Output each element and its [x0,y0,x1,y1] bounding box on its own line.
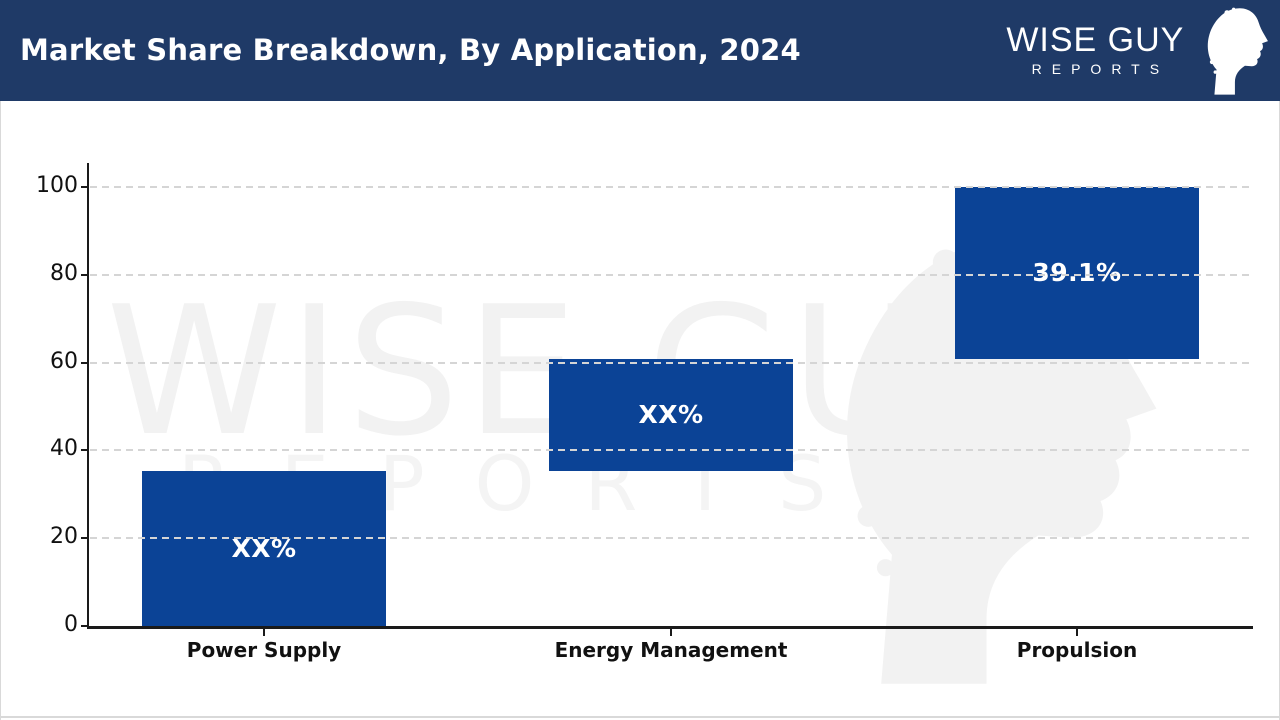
gridline [90,361,1253,364]
x-axis-line [87,626,1253,629]
bottom-border [0,716,1280,718]
y-axis-tick-label: 80 [50,260,78,286]
header-bar: Market Share Breakdown, By Application, … [0,0,1280,101]
category-label: Propulsion [1016,638,1138,662]
gridline [90,537,1253,540]
logo-face-icon [1186,6,1270,98]
x-axis-tick [670,628,672,636]
y-axis-tick-label: 60 [50,348,78,374]
y-axis-tick [81,449,88,452]
wise-guy-reports-logo: WISE GUY REPORTS [1006,0,1270,101]
y-axis-tick [81,625,88,627]
bar-value-label: 39.1% [1032,258,1122,288]
y-axis-tick-label: 100 [36,173,78,198]
gridline [90,449,1253,452]
gridline [90,186,1253,188]
x-axis-tick [263,628,265,636]
category-label: Power Supply [186,638,342,662]
y-axis-tick [81,537,88,540]
bar-segment-3: 39.1% [955,187,1199,359]
y-axis-tick-label: 20 [50,524,78,550]
logo-text: WISE GUY REPORTS [1006,21,1184,77]
bar-value-label: XX% [231,533,297,563]
y-axis-tick-label: 40 [50,436,78,462]
y-axis-line [87,163,89,628]
x-axis-tick [1076,628,1078,636]
y-axis-tick [81,273,88,276]
y-axis-tick [81,186,88,188]
bar-segment-2: XX% [549,358,793,471]
chart-title: Market Share Breakdown, By Application, … [20,33,801,67]
bar-value-label: XX% [638,400,704,430]
y-axis-tick-label: 0 [64,612,78,637]
left-border [0,101,1,720]
logo-wordmark: WISE GUY [1006,20,1185,59]
y-axis-tick [81,361,88,364]
bar-segment-1: XX% [142,470,386,626]
category-label: Energy Management [554,638,788,662]
gridline [90,273,1253,276]
logo-subtitle: REPORTS [1031,60,1170,77]
